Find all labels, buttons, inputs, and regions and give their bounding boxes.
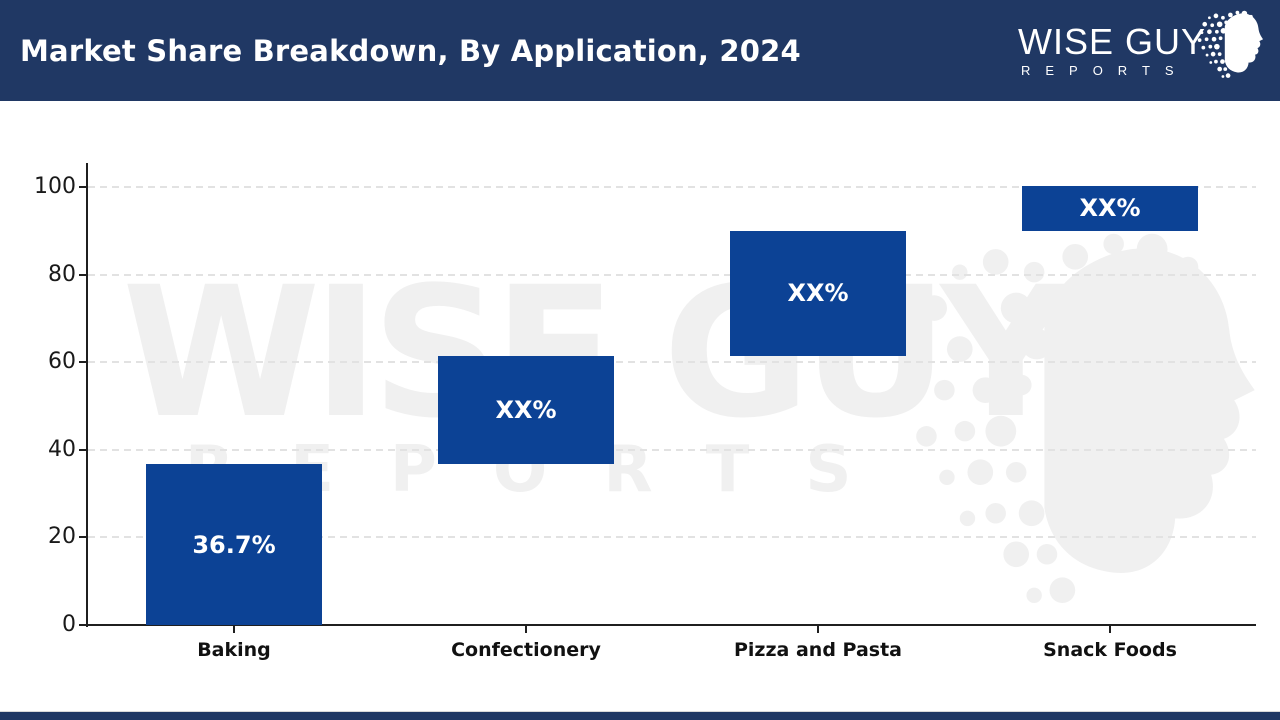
chart-title: Market Share Breakdown, By Application, … <box>20 33 801 68</box>
gridline-40 <box>88 448 1256 451</box>
gridline-60 <box>88 361 1256 364</box>
bar-value-label-snack-foods: XX% <box>1079 194 1141 223</box>
x-category-label-snack-foods: Snack Foods <box>1043 639 1177 661</box>
y-tick-label-80: 80 <box>48 261 76 287</box>
y-tick-label-60: 60 <box>48 349 76 375</box>
footer-divider <box>0 711 1280 712</box>
bar-value-label-baking: 36.7% <box>192 530 276 559</box>
y-tick-20 <box>79 536 87 539</box>
bar-confectionery: XX% <box>438 355 614 465</box>
x-tick-pizza-and-pasta <box>817 626 819 633</box>
y-tick-100 <box>79 186 87 188</box>
bar-value-label-pizza-and-pasta: XX% <box>787 279 849 308</box>
x-tick-confectionery <box>525 626 527 633</box>
x-category-label-pizza-and-pasta: Pizza and Pasta <box>733 639 902 661</box>
logo-subtext: REPORTS <box>1020 62 1189 78</box>
gridline-100 <box>88 186 1256 188</box>
y-tick-0 <box>79 624 87 626</box>
y-tick-label-0: 0 <box>62 612 76 637</box>
x-category-label-confectionery: Confectionery <box>451 639 601 661</box>
footer-bar <box>0 712 1280 720</box>
bar-snack-foods: XX% <box>1022 185 1198 231</box>
wise-guy-logo: WISE GUY REPORTS <box>1018 10 1264 89</box>
x-tick-snack-foods <box>1109 626 1111 633</box>
y-tick-label-40: 40 <box>48 436 76 462</box>
x-category-label-baking: Baking <box>197 639 271 661</box>
logo-wordmark: WISE GUY <box>1017 21 1206 63</box>
y-tick-40 <box>79 448 87 451</box>
x-tick-baking <box>233 626 235 633</box>
gridline-20 <box>88 536 1256 539</box>
x-axis-line <box>86 624 1256 626</box>
bar-pizza-and-pasta: XX% <box>730 230 906 356</box>
y-axis-line <box>86 163 88 627</box>
gridline-80 <box>88 273 1256 276</box>
logo-face-icon <box>1197 10 1264 89</box>
y-tick-80 <box>79 273 87 276</box>
y-tick-label-100: 100 <box>34 174 76 199</box>
y-tick-label-20: 20 <box>48 524 76 550</box>
bar-baking: 36.7% <box>146 464 322 625</box>
header-bar: Market Share Breakdown, By Application, … <box>0 0 1280 101</box>
logo-text: WISE GUY REPORTS <box>1018 23 1206 78</box>
y-tick-60 <box>79 361 87 364</box>
bar-value-label-confectionery: XX% <box>495 395 557 424</box>
